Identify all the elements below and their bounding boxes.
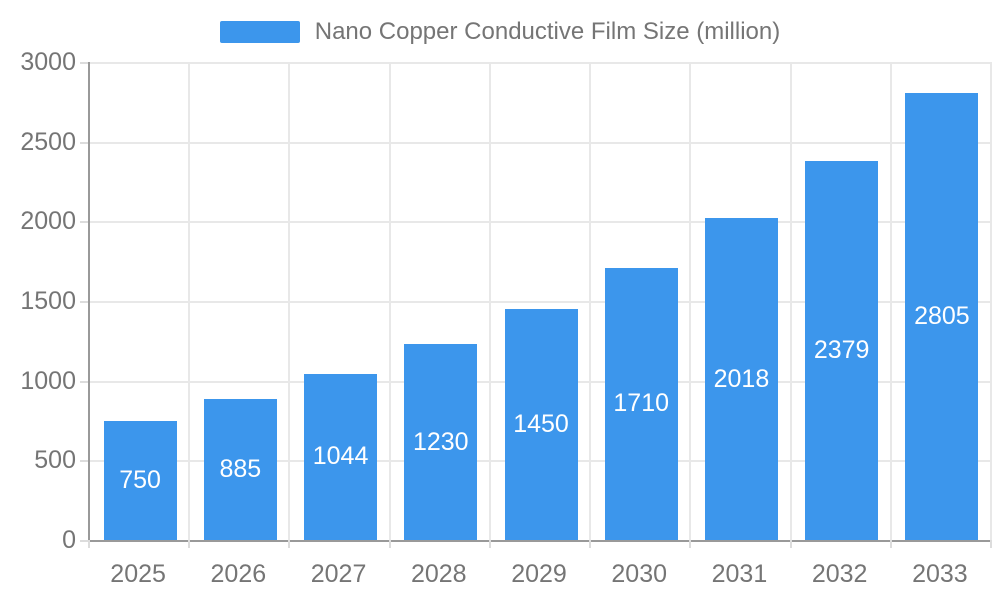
y-tick-2000 (80, 221, 88, 224)
x-tick-3 (388, 540, 391, 548)
x-gridline-6 (689, 62, 692, 540)
bar-value-label-2025: 750 (119, 465, 161, 494)
y-tick-500 (80, 460, 88, 463)
bar-value-label-2027: 1044 (312, 442, 369, 471)
legend-swatch-icon (219, 21, 300, 43)
x-tick-8 (889, 540, 892, 548)
bar-2031: 2018 (704, 218, 778, 540)
y-gridline-3000 (90, 62, 992, 64)
x-axis-label-2033: 2033 (912, 560, 968, 588)
y-tick-3000 (80, 62, 88, 64)
bar-value-label-2029: 1450 (513, 409, 569, 438)
bar-2025: 750 (103, 420, 177, 540)
x-tick-4 (488, 540, 491, 548)
y-gridline-1500 (90, 301, 992, 303)
bar-2028: 1230 (404, 344, 478, 540)
x-tick-9 (990, 540, 992, 548)
x-axis-label-2031: 2031 (711, 560, 768, 588)
bar-value-label-2026: 885 (219, 455, 262, 483)
y-axis-label-500: 500 (34, 446, 76, 475)
bar-value-label-2028: 1230 (412, 427, 469, 456)
x-tick-2 (288, 540, 291, 548)
y-tick-1000 (80, 380, 88, 383)
x-tick-0 (88, 540, 90, 548)
bar-2030: 1710 (604, 267, 678, 540)
legend: Nano Copper Conductive Film Size (millio… (0, 18, 1000, 46)
y-axis-label-1500: 1500 (20, 287, 76, 315)
x-axis-label-2026: 2026 (210, 560, 267, 588)
y-tick-2500 (80, 141, 88, 144)
x-gridline-2 (288, 62, 291, 540)
y-tick-0 (80, 540, 88, 542)
plot-area: 750 885 1044 1230 1450 1710 2018 2379 2805 (80, 62, 992, 548)
x-axis-label-2032: 2032 (811, 560, 868, 588)
bar-value-label-2032: 2379 (813, 335, 870, 364)
y-axis-label-2500: 2500 (20, 127, 76, 156)
x-gridline-4 (488, 62, 491, 540)
x-gridline-8 (889, 62, 892, 540)
x-gridline-5 (589, 62, 592, 540)
legend-item-nano-copper[interactable]: Nano Copper Conductive Film Size (millio… (219, 18, 781, 46)
x-tick-5 (589, 540, 592, 548)
bar-value-label-2033: 2805 (914, 302, 970, 331)
bar-value-label-2030: 1710 (613, 389, 670, 418)
bar-2027: 1044 (304, 373, 378, 540)
y-axis-label-3000: 3000 (20, 48, 76, 76)
y-gridline-2000 (90, 221, 992, 224)
x-tick-7 (789, 540, 792, 548)
x-axis-label-2030: 2030 (611, 560, 668, 588)
x-gridline-3 (388, 62, 391, 540)
x-gridline-1 (188, 62, 191, 540)
bar-2033: 2805 (905, 93, 979, 540)
y-gridline-2500 (90, 141, 992, 144)
x-axis-label-2025: 2025 (110, 560, 166, 588)
bar-2032: 2379 (805, 160, 879, 540)
y-axis-label-1000: 1000 (20, 366, 76, 395)
x-axis-label-2028: 2028 (410, 560, 467, 588)
bar-2026: 885 (203, 399, 277, 540)
bar-value-label-2031: 2018 (713, 364, 770, 393)
y-axis-label-0: 0 (62, 526, 76, 554)
bar-2029: 1450 (504, 308, 578, 540)
x-tick-1 (188, 540, 191, 548)
x-gridline-7 (789, 62, 792, 540)
y-axis-label-2000: 2000 (20, 207, 76, 236)
legend-label: Nano Copper Conductive Film Size (millio… (314, 18, 781, 45)
x-tick-6 (689, 540, 692, 548)
x-gridline-9 (990, 62, 992, 540)
x-axis-label-2029: 2029 (511, 560, 567, 588)
y-tick-1500 (80, 301, 88, 303)
x-axis-label-2027: 2027 (310, 560, 367, 588)
